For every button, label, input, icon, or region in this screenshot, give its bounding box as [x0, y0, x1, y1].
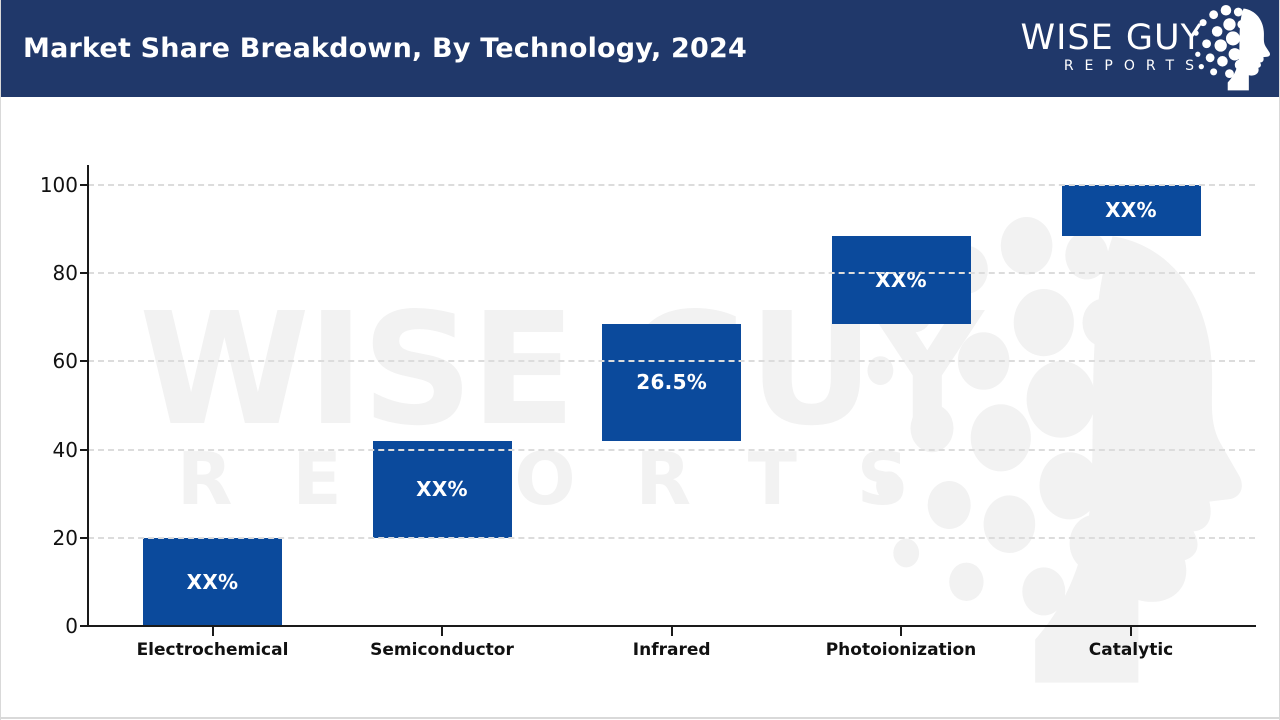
x-axis-line	[87, 625, 1256, 627]
bar-value-label: XX%	[186, 569, 239, 594]
y-tick-label: 80	[52, 261, 78, 286]
wiseguy-face-icon	[1189, 4, 1277, 98]
x-category-label: Semiconductor	[370, 640, 514, 660]
brand-logo: WISE GUY REPORTS	[1020, 0, 1271, 97]
bottom-border-line	[1, 717, 1279, 719]
y-tick-mark	[80, 272, 88, 275]
bar-catalytic: XX%	[1061, 185, 1201, 236]
bar-photoionization: XX%	[831, 235, 971, 324]
y-tick-label: 40	[52, 437, 78, 462]
y-tick-mark	[80, 536, 88, 539]
x-tick-mark	[900, 627, 902, 636]
bar-electrochemical: XX%	[143, 537, 282, 626]
bar-value-label: XX%	[875, 267, 927, 292]
gridline-100	[88, 184, 1255, 186]
gridline-60	[88, 360, 1255, 363]
bar-value-label: 26.5%	[636, 370, 708, 395]
y-tick-label: 20	[52, 525, 78, 550]
x-tick-mark	[1130, 627, 1132, 636]
bar-value-label: XX%	[1105, 198, 1157, 223]
chart-area: WISE GUY REPORTS 0 20 40 60 80 100 XX% Electroc…	[1, 97, 1279, 718]
y-tick-mark	[80, 184, 88, 186]
y-tick-label: 60	[52, 349, 78, 374]
bar-infrared: 26.5%	[602, 323, 742, 441]
logo-reports-text: REPORTS	[1063, 58, 1205, 74]
x-category-label: Electrochemical	[136, 640, 289, 660]
y-tick-mark	[80, 448, 88, 451]
header-bar: Market Share Breakdown, By Technology, 2…	[1, 0, 1279, 97]
gridline-40	[88, 448, 1255, 451]
x-tick-mark	[441, 627, 443, 636]
x-tick-mark	[670, 627, 673, 636]
watermark-face-icon	[846, 217, 1276, 701]
y-tick-mark	[80, 360, 88, 363]
logo-wiseguy-text: WISE GUY	[1020, 18, 1203, 58]
y-axis-line	[87, 165, 89, 626]
bar-value-label: XX%	[416, 477, 468, 502]
x-category-label: Photoionization	[825, 640, 977, 660]
bar-semiconductor: XX%	[372, 440, 512, 538]
x-tick-mark	[211, 627, 214, 636]
y-tick-label: 100	[39, 173, 78, 197]
watermark-reports-text: REPORTS	[177, 437, 969, 521]
y-tick-label: 0	[65, 614, 78, 638]
y-tick-mark	[80, 625, 88, 627]
gridline-20	[88, 536, 1255, 539]
x-category-label: Catalytic	[1088, 640, 1174, 660]
gridline-80	[88, 272, 1255, 275]
x-category-label: Infrared	[632, 640, 711, 660]
page-title: Market Share Breakdown, By Technology, 2…	[23, 33, 748, 64]
